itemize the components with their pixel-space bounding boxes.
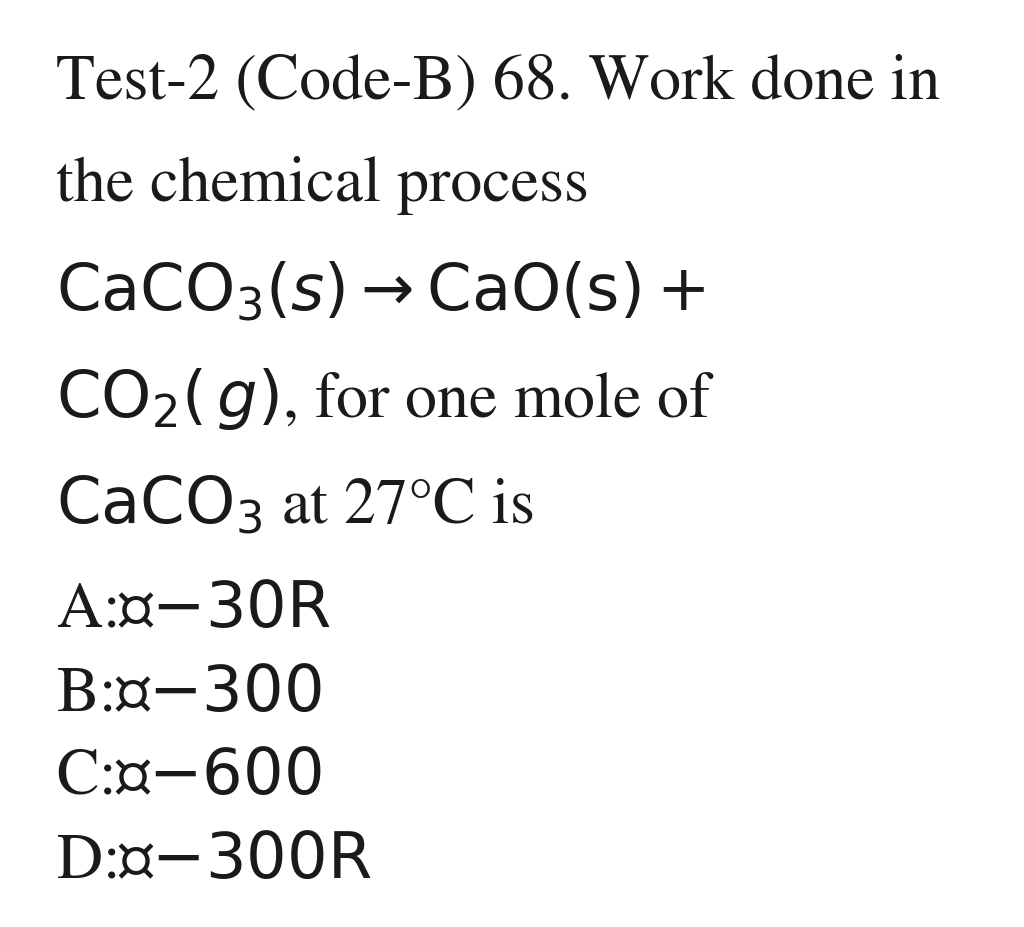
Text: Test-2 (Code-B) 68. Work done in: Test-2 (Code-B) 68. Work done in: [56, 54, 941, 113]
Text: $\mathrm{CO_2(}\, g\mathrm{)}$, for one mole of: $\mathrm{CO_2(}\, g\mathrm{)}$, for one …: [56, 365, 716, 432]
Text: the chemical process: the chemical process: [56, 156, 589, 215]
Text: A: $-30\mathrm{R}$: A: $-30\mathrm{R}$: [56, 582, 332, 641]
Text: $\mathrm{CaCO_3}$ at 27°C is: $\mathrm{CaCO_3}$ at 27°C is: [56, 474, 534, 537]
Text: B: $-300$: B: $-300$: [56, 666, 322, 725]
Text: $\mathrm{CaCO_3}(\mathit{s}) \rightarrow \mathrm{CaO(s)} +$: $\mathrm{CaCO_3}(\mathit{s}) \rightarrow…: [56, 260, 706, 324]
Text: D: $-300\mathrm{R}$: D: $-300\mathrm{R}$: [56, 832, 372, 892]
Text: C: $-600$: C: $-600$: [56, 749, 322, 808]
